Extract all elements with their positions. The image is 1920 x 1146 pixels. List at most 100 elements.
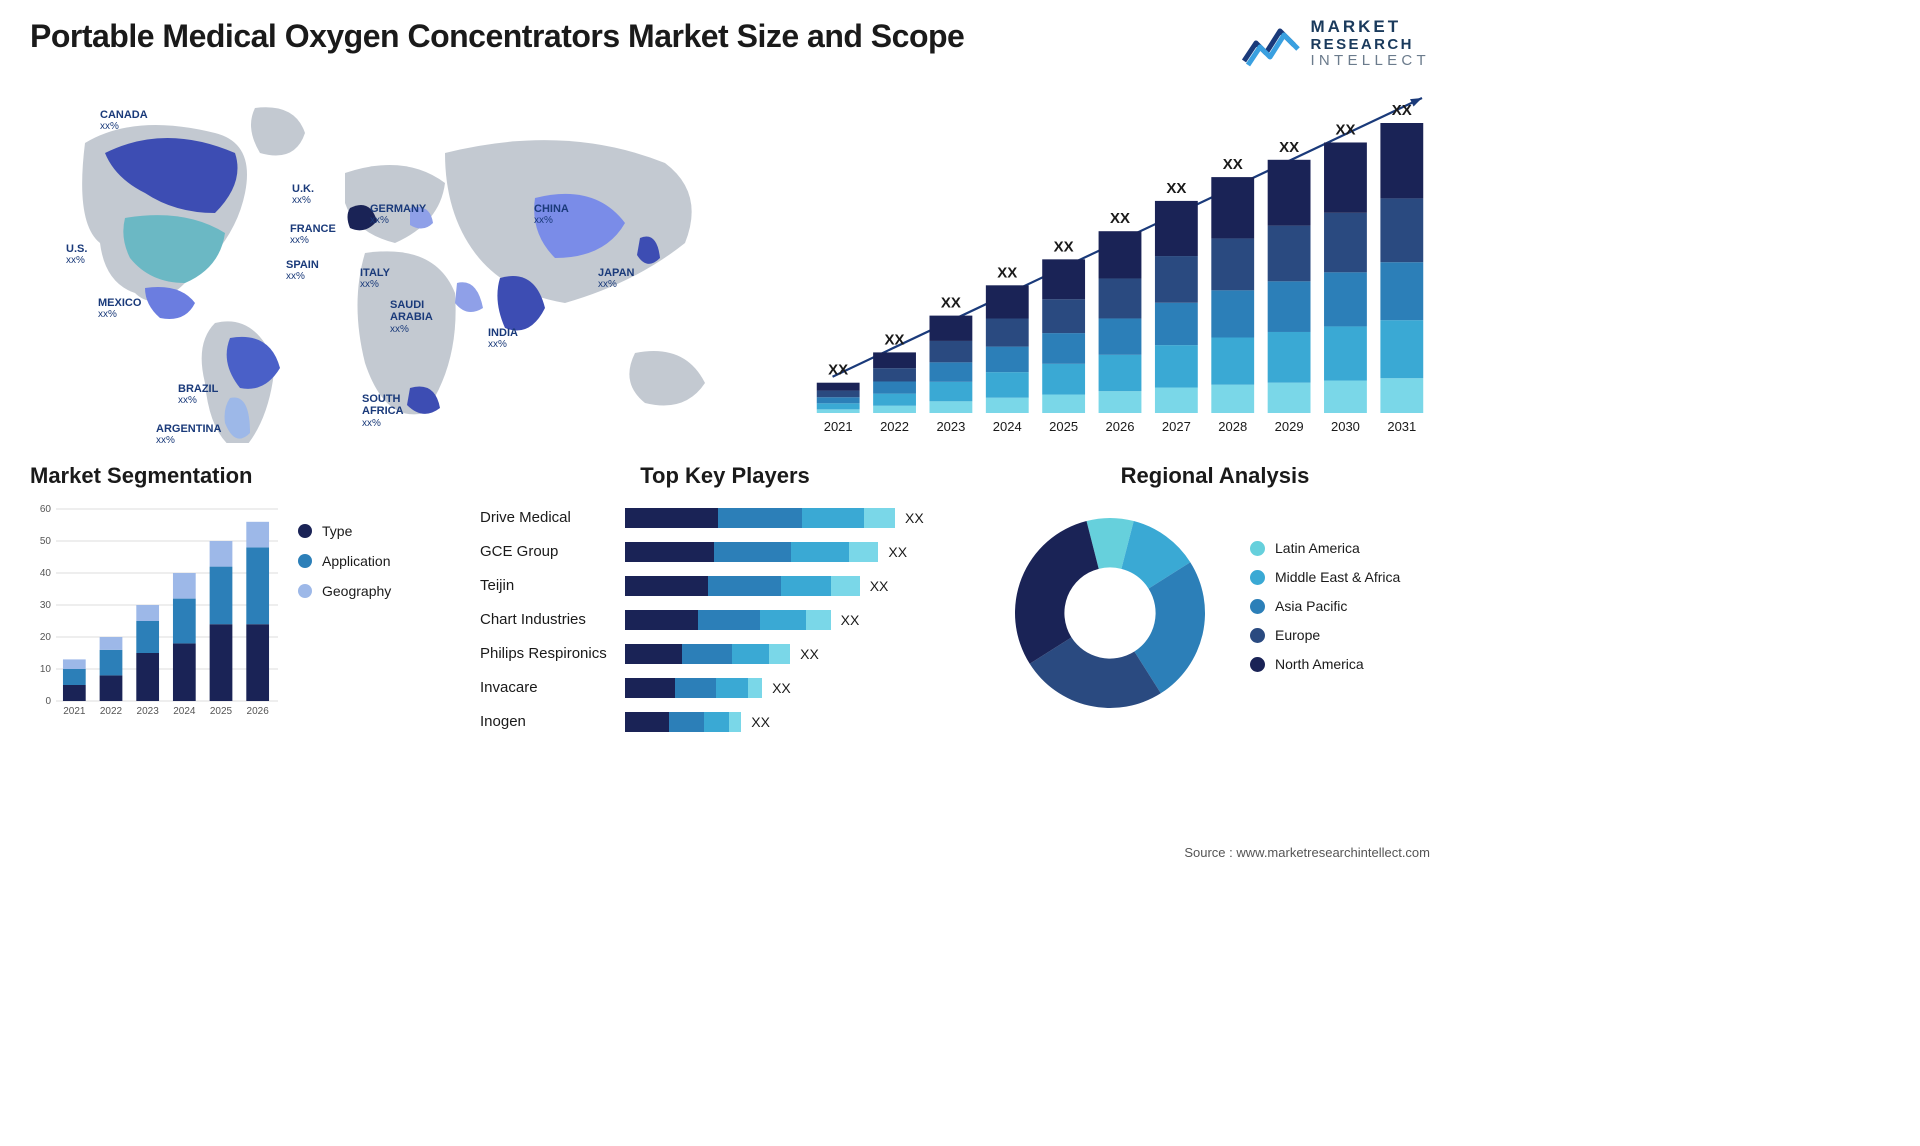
svg-text:XX: XX	[1392, 102, 1412, 119]
player-bar	[625, 576, 860, 596]
map-label: U.K.xx%	[292, 183, 314, 207]
svg-text:XX: XX	[997, 264, 1017, 281]
player-name: Teijin	[480, 577, 625, 594]
map-label: SPAINxx%	[286, 259, 319, 283]
player-bar	[625, 678, 762, 698]
map-label: JAPANxx%	[598, 267, 634, 291]
map-label: SAUDIARABIAxx%	[390, 299, 433, 336]
legend-item: Type	[298, 523, 391, 539]
player-value: XX	[751, 714, 770, 730]
player-bar	[625, 712, 741, 732]
svg-text:2022: 2022	[880, 419, 909, 434]
svg-text:40: 40	[40, 568, 52, 579]
map-label: SOUTHAFRICAxx%	[362, 393, 404, 430]
svg-text:50: 50	[40, 536, 52, 547]
map-label: CANADAxx%	[100, 109, 148, 133]
player-row: Teijin XX	[480, 571, 970, 601]
legend-item: Asia Pacific	[1250, 598, 1400, 614]
player-value: XX	[905, 510, 924, 526]
player-value: XX	[841, 612, 860, 628]
regional-panel: Regional Analysis Latin America Middle Ea…	[1000, 463, 1430, 737]
legend-item: Europe	[1250, 627, 1400, 643]
player-row: Invacare XX	[480, 673, 970, 703]
map-label: BRAZILxx%	[178, 383, 218, 407]
world-map-svg	[30, 83, 780, 443]
svg-text:2026: 2026	[247, 706, 270, 717]
segmentation-chart: 0102030405060202120222023202420252026	[30, 503, 280, 723]
player-name: GCE Group	[480, 543, 625, 560]
segmentation-legend: Type Application Geography	[298, 503, 391, 613]
player-name: Invacare	[480, 679, 625, 696]
map-label: ARGENTINAxx%	[156, 423, 221, 447]
player-row: Philips Respironics XX	[480, 639, 970, 669]
svg-text:10: 10	[40, 664, 52, 675]
key-players-panel: Top Key Players Drive Medical XX GCE Group…	[480, 463, 970, 737]
player-name: Drive Medical	[480, 509, 625, 526]
player-value: XX	[800, 646, 819, 662]
logo-text: MARKET RESEARCH INTELLECT	[1310, 18, 1430, 70]
player-value: XX	[870, 578, 889, 594]
players-list: Drive MedicalXXGCE GroupXXTeijinXXChart …	[480, 503, 970, 737]
svg-text:20: 20	[40, 632, 52, 643]
map-mexico	[145, 287, 195, 319]
map-label: GERMANYxx%	[370, 203, 426, 227]
svg-text:2023: 2023	[137, 706, 160, 717]
map-label: MEXICOxx%	[98, 297, 141, 321]
regional-legend: Latin America Middle East & Africa Asia Pa…	[1250, 540, 1400, 685]
player-bar	[625, 610, 831, 630]
map-label: CHINAxx%	[534, 203, 569, 227]
header: Portable Medical Oxygen Concentrators Ma…	[0, 0, 1460, 78]
svg-text:2031: 2031	[1387, 419, 1416, 434]
svg-text:2028: 2028	[1218, 419, 1247, 434]
players-title: Top Key Players	[480, 463, 970, 489]
map-label: FRANCExx%	[290, 223, 336, 247]
main-growth-chart: XX 2021 XX 2022 XX 2023 XX 2024 XX 2025 XX 2026 XX 20…	[810, 83, 1430, 443]
svg-text:XX: XX	[1110, 210, 1130, 227]
legend-item: Middle East & Africa	[1250, 569, 1400, 585]
svg-text:30: 30	[40, 600, 52, 611]
svg-text:XX: XX	[1279, 138, 1299, 155]
svg-text:0: 0	[45, 696, 51, 707]
regional-donut	[1000, 503, 1220, 723]
player-bar	[625, 508, 895, 528]
svg-text:2030: 2030	[1331, 419, 1360, 434]
map-label: INDIAxx%	[488, 327, 518, 351]
svg-text:XX: XX	[1166, 180, 1186, 197]
player-value: XX	[772, 680, 791, 696]
svg-text:2024: 2024	[173, 706, 196, 717]
segmentation-title: Market Segmentation	[30, 463, 450, 489]
svg-text:2025: 2025	[210, 706, 233, 717]
legend-item: Application	[298, 553, 391, 569]
logo-icon	[1242, 21, 1300, 67]
svg-text:2029: 2029	[1275, 419, 1304, 434]
player-row: GCE GroupXX	[480, 537, 970, 567]
svg-text:60: 60	[40, 504, 52, 515]
svg-text:XX: XX	[1054, 238, 1074, 255]
svg-text:2021: 2021	[824, 419, 853, 434]
svg-text:2023: 2023	[936, 419, 965, 434]
page-title: Portable Medical Oxygen Concentrators Ma…	[30, 18, 964, 55]
svg-text:2026: 2026	[1106, 419, 1135, 434]
player-bar	[625, 644, 790, 664]
svg-text:XX: XX	[828, 361, 848, 378]
player-name: Chart Industries	[480, 611, 625, 628]
brand-logo: MARKET RESEARCH INTELLECT	[1242, 18, 1430, 70]
regional-title: Regional Analysis	[1000, 463, 1430, 489]
map-label: U.S.xx%	[66, 243, 87, 267]
legend-item: Latin America	[1250, 540, 1400, 556]
svg-text:XX: XX	[885, 331, 905, 348]
player-row: Drive Medical XX	[480, 503, 970, 533]
map-label: ITALYxx%	[360, 267, 390, 291]
svg-text:2024: 2024	[993, 419, 1022, 434]
player-name: Inogen	[480, 713, 625, 730]
map-saudi	[455, 282, 483, 312]
player-row: Chart Industries XX	[480, 605, 970, 635]
svg-text:XX: XX	[1223, 156, 1243, 173]
source-text: Source : www.marketresearchintellect.com	[1184, 845, 1430, 860]
legend-item: Geography	[298, 583, 391, 599]
player-row: Inogen XX	[480, 707, 970, 737]
svg-text:2021: 2021	[63, 706, 86, 717]
player-name: Philips Respironics	[480, 645, 625, 662]
svg-text:2027: 2027	[1162, 419, 1191, 434]
svg-text:2025: 2025	[1049, 419, 1078, 434]
